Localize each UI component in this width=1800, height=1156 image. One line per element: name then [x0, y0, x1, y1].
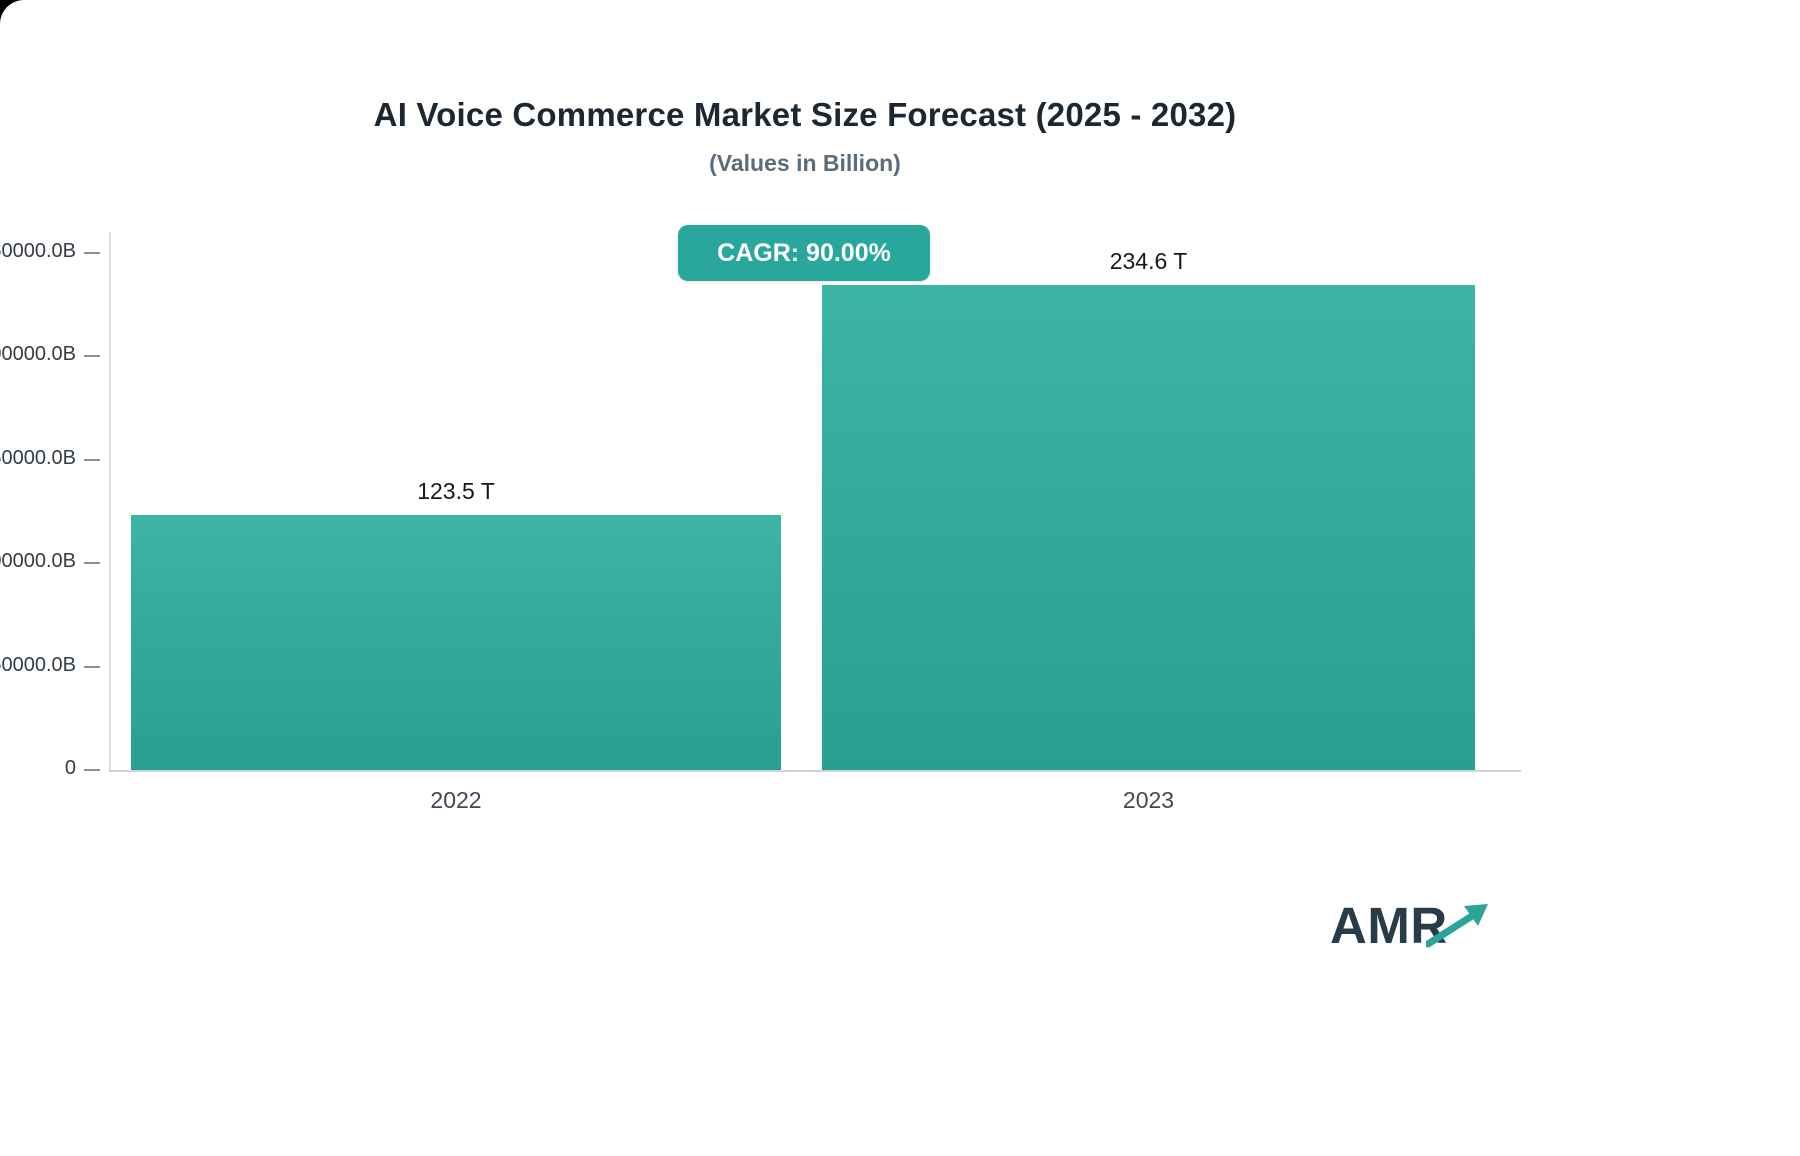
y-tick-label: 200000.0B — [0, 343, 76, 366]
window-corner-mask — [0, 0, 50, 34]
x-axis-category-label: 2022 — [430, 787, 482, 813]
bar-2022 — [131, 514, 781, 770]
bar-value-label: 123.5 T — [417, 477, 495, 504]
y-tick-label: 150000.0B — [0, 446, 76, 469]
chart-subtitle: (Values in Billion) — [709, 150, 901, 176]
y-tick-mark — [84, 769, 100, 771]
y-tick-label: 100000.0B — [0, 550, 76, 573]
chart-title: AI Voice Commerce Market Size Forecast (… — [373, 96, 1237, 133]
growth-arrow-icon — [1426, 904, 1488, 948]
y-tick-mark — [84, 665, 100, 668]
y-tick-mark — [84, 458, 100, 461]
bar-value-label: 234.6 T — [1109, 247, 1188, 274]
y-tick-label: 250000.0B — [0, 240, 76, 262]
x-axis-line — [109, 770, 1521, 772]
y-tick-mark — [84, 562, 100, 565]
cagr-badge: CAGR: 90.00% — [678, 225, 930, 281]
bar-2023 — [822, 284, 1475, 770]
y-tick-mark — [84, 355, 100, 358]
amr-logo: AMR — [1330, 896, 1500, 960]
y-axis-line — [109, 232, 111, 772]
y-tick-label: 50000.0B — [0, 653, 76, 676]
y-tick-label: 0 — [64, 757, 76, 779]
x-axis-category-label: 2023 — [1122, 787, 1175, 813]
y-tick-mark — [84, 252, 100, 254]
